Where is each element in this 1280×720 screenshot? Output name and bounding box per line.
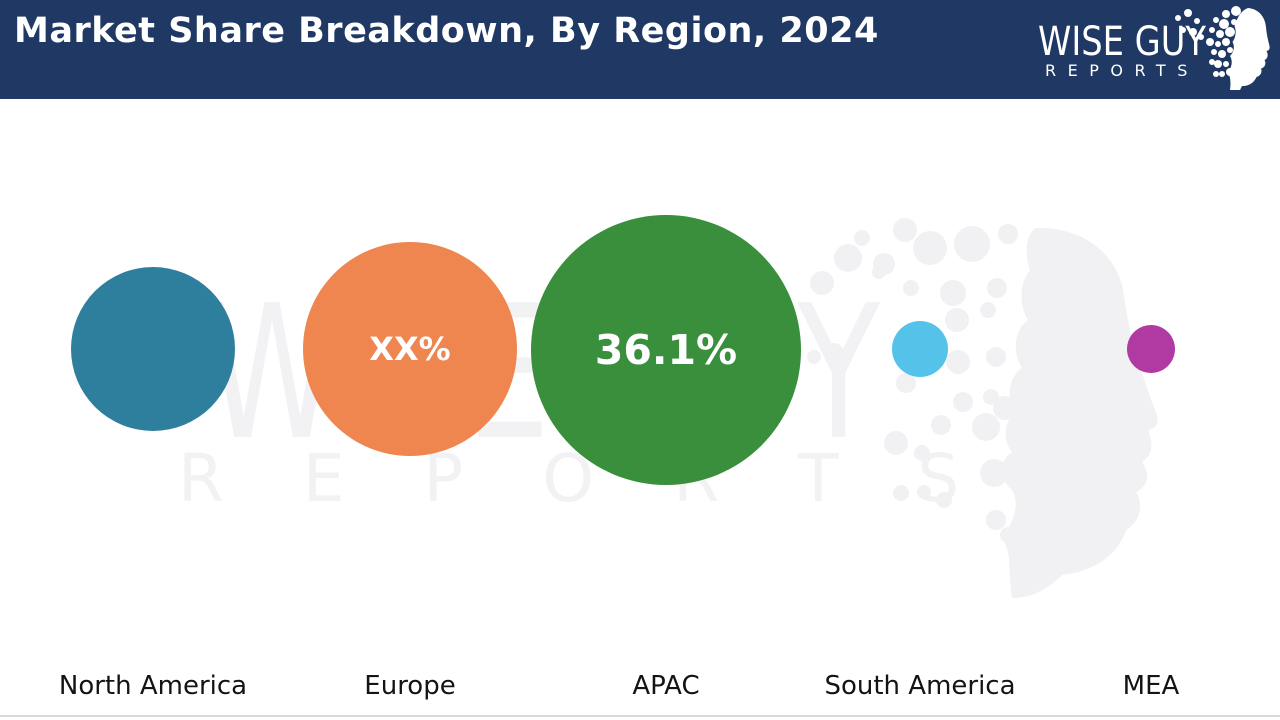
category-label-south-america: South America	[824, 671, 1016, 701]
wiseguy-logo: WISE GUY REPORTS	[1038, 6, 1270, 90]
category-label-apac: APAC	[632, 671, 700, 701]
watermark-head-icon	[807, 218, 1158, 599]
category-label-mea: MEA	[1122, 671, 1180, 701]
bubble-apac[interactable]: 36.1%	[531, 215, 801, 485]
header-bar: Market Share Breakdown, By Region, 2024 …	[0, 0, 1280, 99]
bubble-value-label: 36.1%	[594, 326, 738, 374]
bubble-europe[interactable]: XX%	[303, 242, 517, 456]
wiseguy-head-icon	[1206, 6, 1270, 90]
bubble-mea[interactable]	[1127, 325, 1175, 373]
bubble-value-label: XX%	[369, 330, 451, 368]
bubble-south-america[interactable]	[892, 321, 948, 377]
logo-wordmark: WISE GUY	[1038, 19, 1206, 65]
page-title: Market Share Breakdown, By Region, 2024	[14, 11, 879, 51]
bubble-chart: WISE GUY R E P O R T S	[0, 99, 1280, 717]
bubble-north-america[interactable]	[71, 267, 235, 431]
logo-subtext: REPORTS	[1045, 61, 1199, 80]
bottom-divider	[0, 715, 1280, 717]
logo-dots	[1175, 9, 1204, 40]
watermark-subtext: R E P O R T S	[178, 440, 988, 517]
category-label-europe: Europe	[364, 671, 456, 701]
category-label-north-america: North America	[58, 671, 248, 701]
